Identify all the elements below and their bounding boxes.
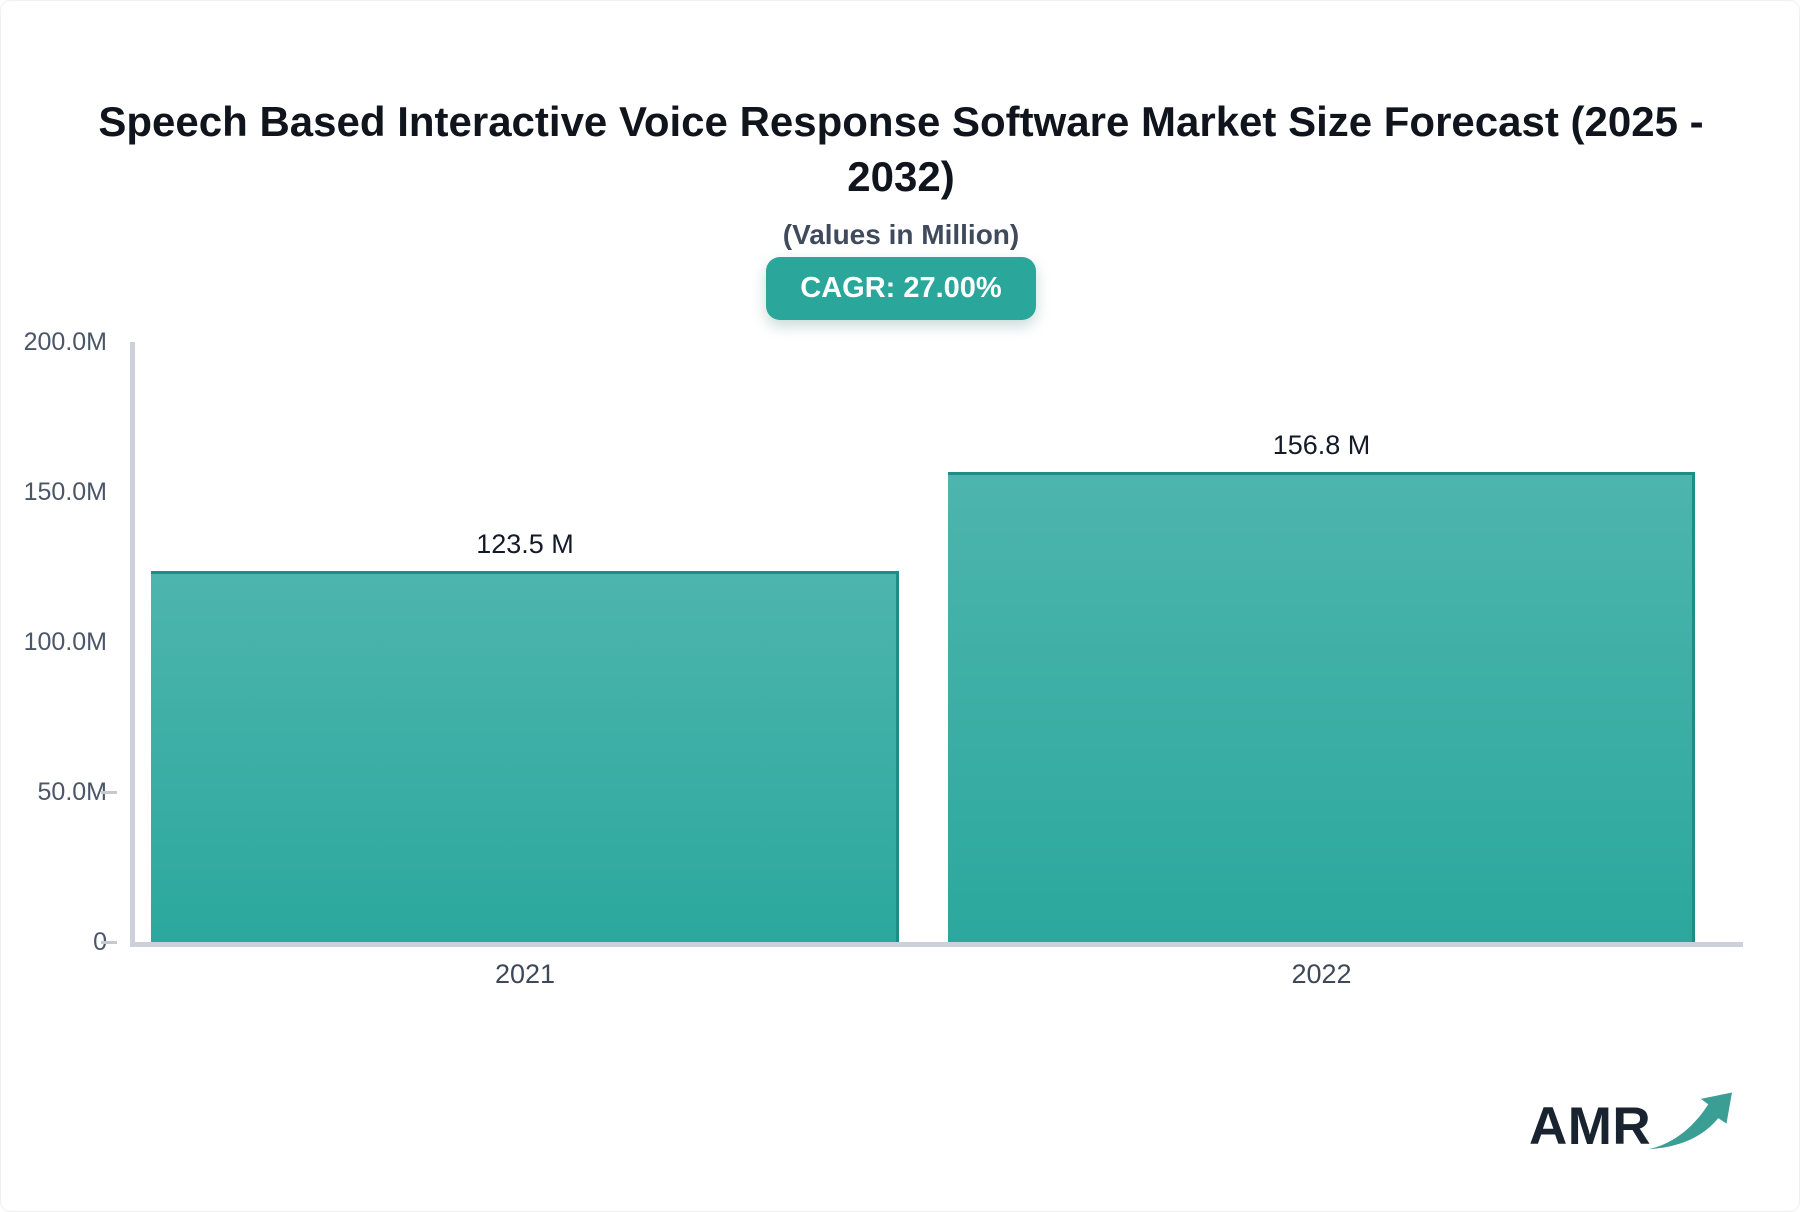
amr-logo-text: AMR [1529, 1097, 1652, 1156]
chart-subtitle: (Values in Million) [782, 219, 1020, 250]
x-tick-label: 2021 [494, 959, 556, 989]
x-axis-line [130, 942, 1743, 947]
growth-arrow-icon [1648, 1092, 1733, 1150]
amr-logo: AMR [1529, 1087, 1735, 1153]
y-tick-mark [101, 790, 117, 794]
y-axis-line [130, 342, 135, 947]
bar-2021[interactable] [151, 571, 899, 942]
y-tick-label: 0 [1, 927, 107, 957]
y-tick-label: 200.0M [23, 328, 107, 356]
chart-title: Speech Based Interactive Voice Response … [98, 98, 1704, 200]
y-tick-label: 50.0M [37, 778, 107, 806]
cagr-badge-row: CAGR: 27.00% [1, 257, 1799, 320]
y-tick-label: 150.0M [23, 478, 107, 506]
bar-value-label: 123.5 M [476, 529, 574, 559]
bar-value-label: 156.8 M [1272, 430, 1371, 460]
bar-2022[interactable] [948, 472, 1695, 942]
x-tick-label: 2022 [1291, 959, 1352, 989]
cagr-badge: CAGR: 27.00% [766, 257, 1036, 320]
y-tick-mark [101, 940, 117, 944]
y-tick-label: 100.0M [23, 628, 107, 656]
